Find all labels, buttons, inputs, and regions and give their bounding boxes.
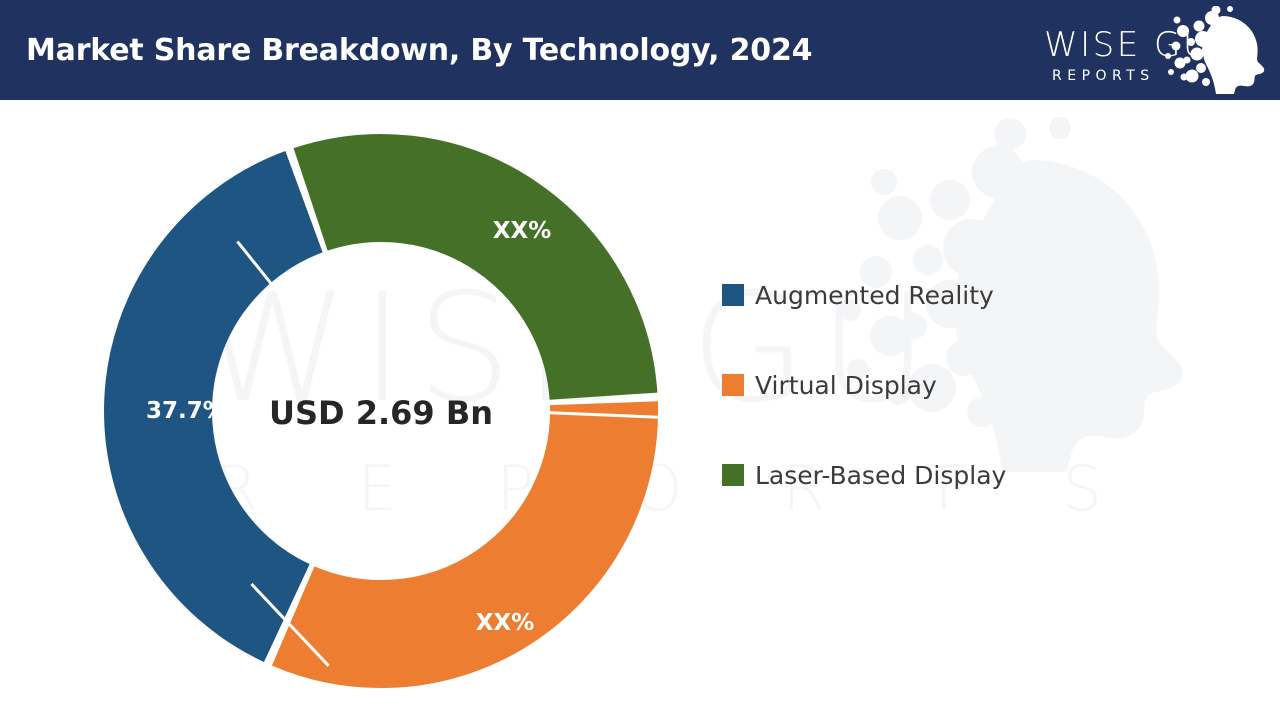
- legend-label-laser-based-display: Laser-Based Display: [755, 460, 1007, 490]
- slice-label-virtual-display: XX%: [476, 610, 535, 636]
- legend-label-virtual-display: Virtual Display: [755, 370, 937, 400]
- legend-label-augmented-reality: Augmented Reality: [755, 280, 994, 310]
- legend-swatch-laser-based-display: [722, 464, 744, 486]
- donut-chart: 37.7% XX% XX% USD 2.69 Bn: [80, 108, 682, 710]
- legend-item-augmented-reality[interactable]: Augmented Reality: [722, 250, 1142, 340]
- slice-dividers: [236, 240, 659, 667]
- legend-swatch-virtual-display: [722, 374, 744, 396]
- slice-laser-based-display[interactable]: [293, 134, 658, 401]
- chart-legend: Augmented Reality Virtual Display Laser-…: [722, 250, 1142, 520]
- page-header: Market Share Breakdown, By Technology, 2…: [0, 0, 1280, 100]
- slice-label-augmented-reality: 37.7%: [146, 398, 226, 424]
- slice-augmented-reality[interactable]: [104, 151, 324, 663]
- logo-head-icon: [1165, 5, 1265, 94]
- wise-guy-reports-logo: WISE GUY REPORTS: [1040, 5, 1272, 94]
- legend-item-virtual-display[interactable]: Virtual Display: [722, 340, 1142, 430]
- logo-wordmark-secondary: REPORTS: [1052, 68, 1155, 84]
- footer-strip: [0, 718, 1280, 720]
- slice-label-laser-based-display: XX%: [493, 218, 552, 244]
- slice-virtual-display[interactable]: [271, 401, 658, 688]
- chart-canvas: WISE GUY R E P O R T S: [0, 100, 1280, 718]
- page-title: Market Share Breakdown, By Technology, 2…: [26, 33, 813, 68]
- donut-center-value: USD 2.69 Bn: [269, 394, 493, 432]
- donut-slices: [104, 134, 658, 688]
- legend-swatch-augmented-reality: [722, 284, 744, 306]
- legend-item-laser-based-display[interactable]: Laser-Based Display: [722, 430, 1142, 520]
